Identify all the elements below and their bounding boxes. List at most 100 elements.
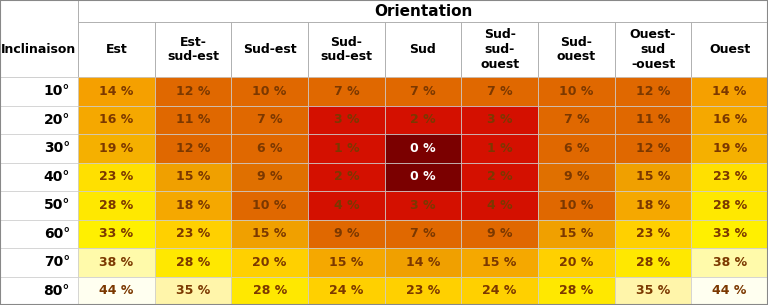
Bar: [154, 77, 231, 106]
Bar: [78, 277, 154, 305]
Text: 0 %: 0 %: [410, 142, 435, 155]
Text: 7 %: 7 %: [410, 227, 435, 240]
Text: 23 %: 23 %: [176, 227, 210, 240]
Bar: [231, 77, 308, 106]
Text: 9 %: 9 %: [564, 170, 589, 183]
Bar: [691, 22, 768, 77]
Bar: [78, 22, 154, 77]
Text: 20 %: 20 %: [253, 256, 287, 269]
Bar: [0, 248, 78, 277]
Text: 12 %: 12 %: [636, 85, 670, 98]
Text: 38 %: 38 %: [99, 256, 134, 269]
Bar: [231, 277, 308, 305]
Bar: [231, 163, 308, 191]
Bar: [385, 77, 462, 106]
Bar: [0, 191, 78, 220]
Bar: [0, 163, 78, 191]
Bar: [462, 134, 538, 163]
Text: 28 %: 28 %: [559, 284, 594, 297]
Bar: [231, 220, 308, 248]
Text: 15 %: 15 %: [482, 256, 517, 269]
Text: 20°: 20°: [44, 113, 70, 127]
Bar: [0, 134, 78, 163]
Text: 10 %: 10 %: [559, 199, 594, 212]
Bar: [538, 106, 614, 134]
Bar: [0, 277, 78, 305]
Text: 18 %: 18 %: [176, 199, 210, 212]
Text: 44 %: 44 %: [713, 284, 746, 297]
Text: 24 %: 24 %: [329, 284, 363, 297]
Text: 7 %: 7 %: [410, 85, 435, 98]
Bar: [0, 106, 78, 134]
Bar: [78, 248, 154, 277]
Bar: [154, 277, 231, 305]
Text: 11 %: 11 %: [176, 113, 210, 126]
Bar: [154, 134, 231, 163]
Bar: [154, 220, 231, 248]
Text: 38 %: 38 %: [713, 256, 746, 269]
Text: 23 %: 23 %: [713, 170, 746, 183]
Text: 11 %: 11 %: [636, 113, 670, 126]
Text: Est: Est: [105, 43, 127, 56]
Bar: [154, 106, 231, 134]
Bar: [231, 191, 308, 220]
Bar: [385, 220, 462, 248]
Bar: [614, 277, 691, 305]
Text: 28 %: 28 %: [176, 256, 210, 269]
Text: 9 %: 9 %: [257, 170, 283, 183]
Bar: [462, 22, 538, 77]
Text: 15 %: 15 %: [559, 227, 594, 240]
Text: 7 %: 7 %: [333, 85, 359, 98]
Bar: [385, 277, 462, 305]
Bar: [385, 22, 462, 77]
Text: 16 %: 16 %: [713, 113, 746, 126]
Bar: [0, 0, 78, 22]
Bar: [385, 134, 462, 163]
Bar: [154, 248, 231, 277]
Bar: [308, 163, 385, 191]
Bar: [538, 220, 614, 248]
Bar: [154, 22, 231, 77]
Text: 2 %: 2 %: [410, 113, 435, 126]
Text: 10 %: 10 %: [253, 199, 287, 212]
Text: 9 %: 9 %: [333, 227, 359, 240]
Bar: [154, 191, 231, 220]
Text: 12 %: 12 %: [176, 85, 210, 98]
Text: 10°: 10°: [44, 84, 70, 98]
Text: 7 %: 7 %: [487, 85, 512, 98]
Text: 80°: 80°: [44, 284, 70, 298]
Bar: [538, 277, 614, 305]
Bar: [691, 248, 768, 277]
Text: 10 %: 10 %: [559, 85, 594, 98]
Bar: [614, 191, 691, 220]
Bar: [385, 106, 462, 134]
Text: 16 %: 16 %: [99, 113, 134, 126]
Text: 7 %: 7 %: [564, 113, 589, 126]
Bar: [231, 22, 308, 77]
Bar: [78, 0, 768, 22]
Bar: [385, 248, 462, 277]
Text: Est-
sud-est: Est- sud-est: [167, 35, 219, 63]
Text: 18 %: 18 %: [636, 199, 670, 212]
Bar: [691, 191, 768, 220]
Text: Sud-
sud-est: Sud- sud-est: [320, 35, 372, 63]
Bar: [691, 163, 768, 191]
Text: 9 %: 9 %: [487, 227, 512, 240]
Bar: [691, 277, 768, 305]
Text: 19 %: 19 %: [713, 142, 746, 155]
Bar: [614, 248, 691, 277]
Text: 24 %: 24 %: [482, 284, 517, 297]
Text: 2 %: 2 %: [333, 170, 359, 183]
Bar: [231, 106, 308, 134]
Text: 4 %: 4 %: [333, 199, 359, 212]
Bar: [691, 134, 768, 163]
Text: 15 %: 15 %: [636, 170, 670, 183]
Bar: [614, 163, 691, 191]
Text: 23 %: 23 %: [636, 227, 670, 240]
Bar: [308, 77, 385, 106]
Bar: [231, 134, 308, 163]
Bar: [691, 106, 768, 134]
Bar: [308, 191, 385, 220]
Text: 3 %: 3 %: [487, 113, 512, 126]
Bar: [78, 191, 154, 220]
